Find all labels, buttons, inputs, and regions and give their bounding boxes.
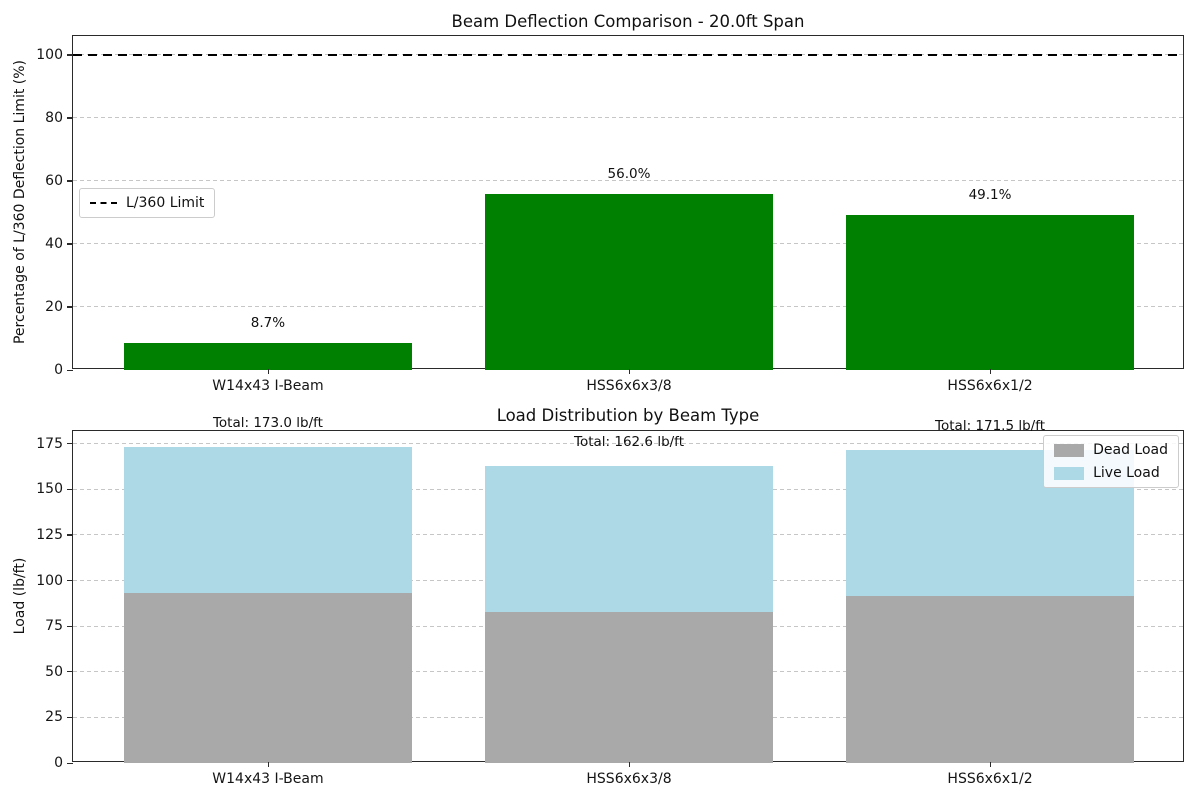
stacked-bar-segment-live-load xyxy=(123,447,413,594)
x-category-label: W14x43 I-Beam xyxy=(212,378,324,394)
deflection-bar xyxy=(845,215,1135,370)
y-tick-mark xyxy=(67,306,73,308)
deflection-chart-plot-area: 8.7% 56.0% 49.1% 0 20 40 60 80 100 W14x43 I-Beam H… xyxy=(36,35,1184,394)
y-tick-label: 50 xyxy=(45,663,63,680)
y-tick-mark xyxy=(67,671,73,673)
y-tick-label: 80 xyxy=(45,109,63,126)
x-tick-mark xyxy=(629,762,631,767)
y-tick-mark xyxy=(67,580,73,582)
y-tick-label: 100 xyxy=(36,46,63,63)
y-tick-label: 75 xyxy=(45,618,63,635)
x-tick-mark xyxy=(267,762,270,767)
y-tick-mark xyxy=(67,443,73,445)
y-tick-label: 40 xyxy=(45,235,63,252)
y-tick-mark xyxy=(67,369,73,371)
legend-label: Live Load xyxy=(1093,465,1160,481)
legend-entry: L/360 Limit xyxy=(90,195,204,211)
legend: L/360 Limit xyxy=(79,188,216,218)
x-category-label: HSS6x6x3/8 xyxy=(586,378,672,394)
legend-label: Dead Load xyxy=(1093,442,1168,458)
stacked-bar-segment-dead-load xyxy=(845,596,1135,763)
y-gridline xyxy=(73,117,1183,119)
x-category-label: HSS6x6x1/2 xyxy=(947,771,1033,787)
dashed-line-icon xyxy=(90,202,117,204)
y-tick-label: 125 xyxy=(36,526,63,543)
y-tick-label: 25 xyxy=(45,709,63,726)
x-tick-mark xyxy=(990,762,992,767)
y-tick-mark xyxy=(67,534,73,536)
legend: Dead Load Live Load xyxy=(1043,435,1179,488)
bar-value-label: 8.7% xyxy=(250,314,286,331)
x-category-label: HSS6x6x1/2 xyxy=(947,378,1033,394)
stacked-bar-segment-live-load xyxy=(484,466,774,613)
x-category-label: W14x43 I-Beam xyxy=(212,771,324,787)
load-chart-plot-area: Total: 173.0 lb/ft Total: 162.6 lb/ft Tota… xyxy=(36,416,1184,787)
x-tick-mark xyxy=(629,369,631,374)
x-category-label: HSS6x6x3/8 xyxy=(586,771,672,787)
y-tick-label: 20 xyxy=(45,298,63,315)
stacked-bar-segment-dead-load xyxy=(484,612,774,763)
y-tick-mark xyxy=(67,117,73,119)
total-label: Total: 173.0 lb/ft xyxy=(212,415,323,432)
y-tick-label: 100 xyxy=(36,572,63,589)
legend-entry: Live Load xyxy=(1054,465,1168,481)
y-tick-label: 175 xyxy=(36,435,63,452)
y-tick-mark xyxy=(67,716,73,719)
y-tick-mark xyxy=(67,488,73,491)
color-swatch-icon xyxy=(1054,466,1085,480)
bar-value-label: 49.1% xyxy=(968,187,1012,204)
x-tick-mark xyxy=(267,369,270,374)
y-tick-label: 0 xyxy=(54,362,63,378)
load-chart-title: Load Distribution by Beam Type xyxy=(496,406,760,425)
y-tick-label: 0 xyxy=(54,755,63,771)
deflection-chart-title: Beam Deflection Comparison - 20.0ft Span xyxy=(451,12,805,31)
y-tick-mark xyxy=(67,180,73,182)
limit-reference-line xyxy=(73,53,1183,56)
y-gridline xyxy=(73,180,1183,182)
x-tick-mark xyxy=(990,369,992,374)
legend-entry: Dead Load xyxy=(1054,442,1168,458)
stacked-bar-segment-dead-load xyxy=(123,593,413,763)
deflection-bar xyxy=(484,193,774,370)
y-tick-label: 60 xyxy=(45,172,63,189)
y-tick-mark xyxy=(67,243,73,245)
y-tick-mark xyxy=(67,762,73,764)
bar-value-label: 56.0% xyxy=(607,165,651,182)
deflection-bar xyxy=(123,342,413,370)
y-tick-mark xyxy=(67,625,73,627)
total-label: Total: 171.5 lb/ft xyxy=(935,418,1046,435)
y-tick-mark xyxy=(67,54,73,56)
total-label: Total: 162.6 lb/ft xyxy=(574,434,684,451)
y-tick-label: 150 xyxy=(36,481,63,498)
legend-label: L/360 Limit xyxy=(126,195,205,211)
color-swatch-icon xyxy=(1054,443,1085,457)
y-gridline xyxy=(73,443,1183,445)
